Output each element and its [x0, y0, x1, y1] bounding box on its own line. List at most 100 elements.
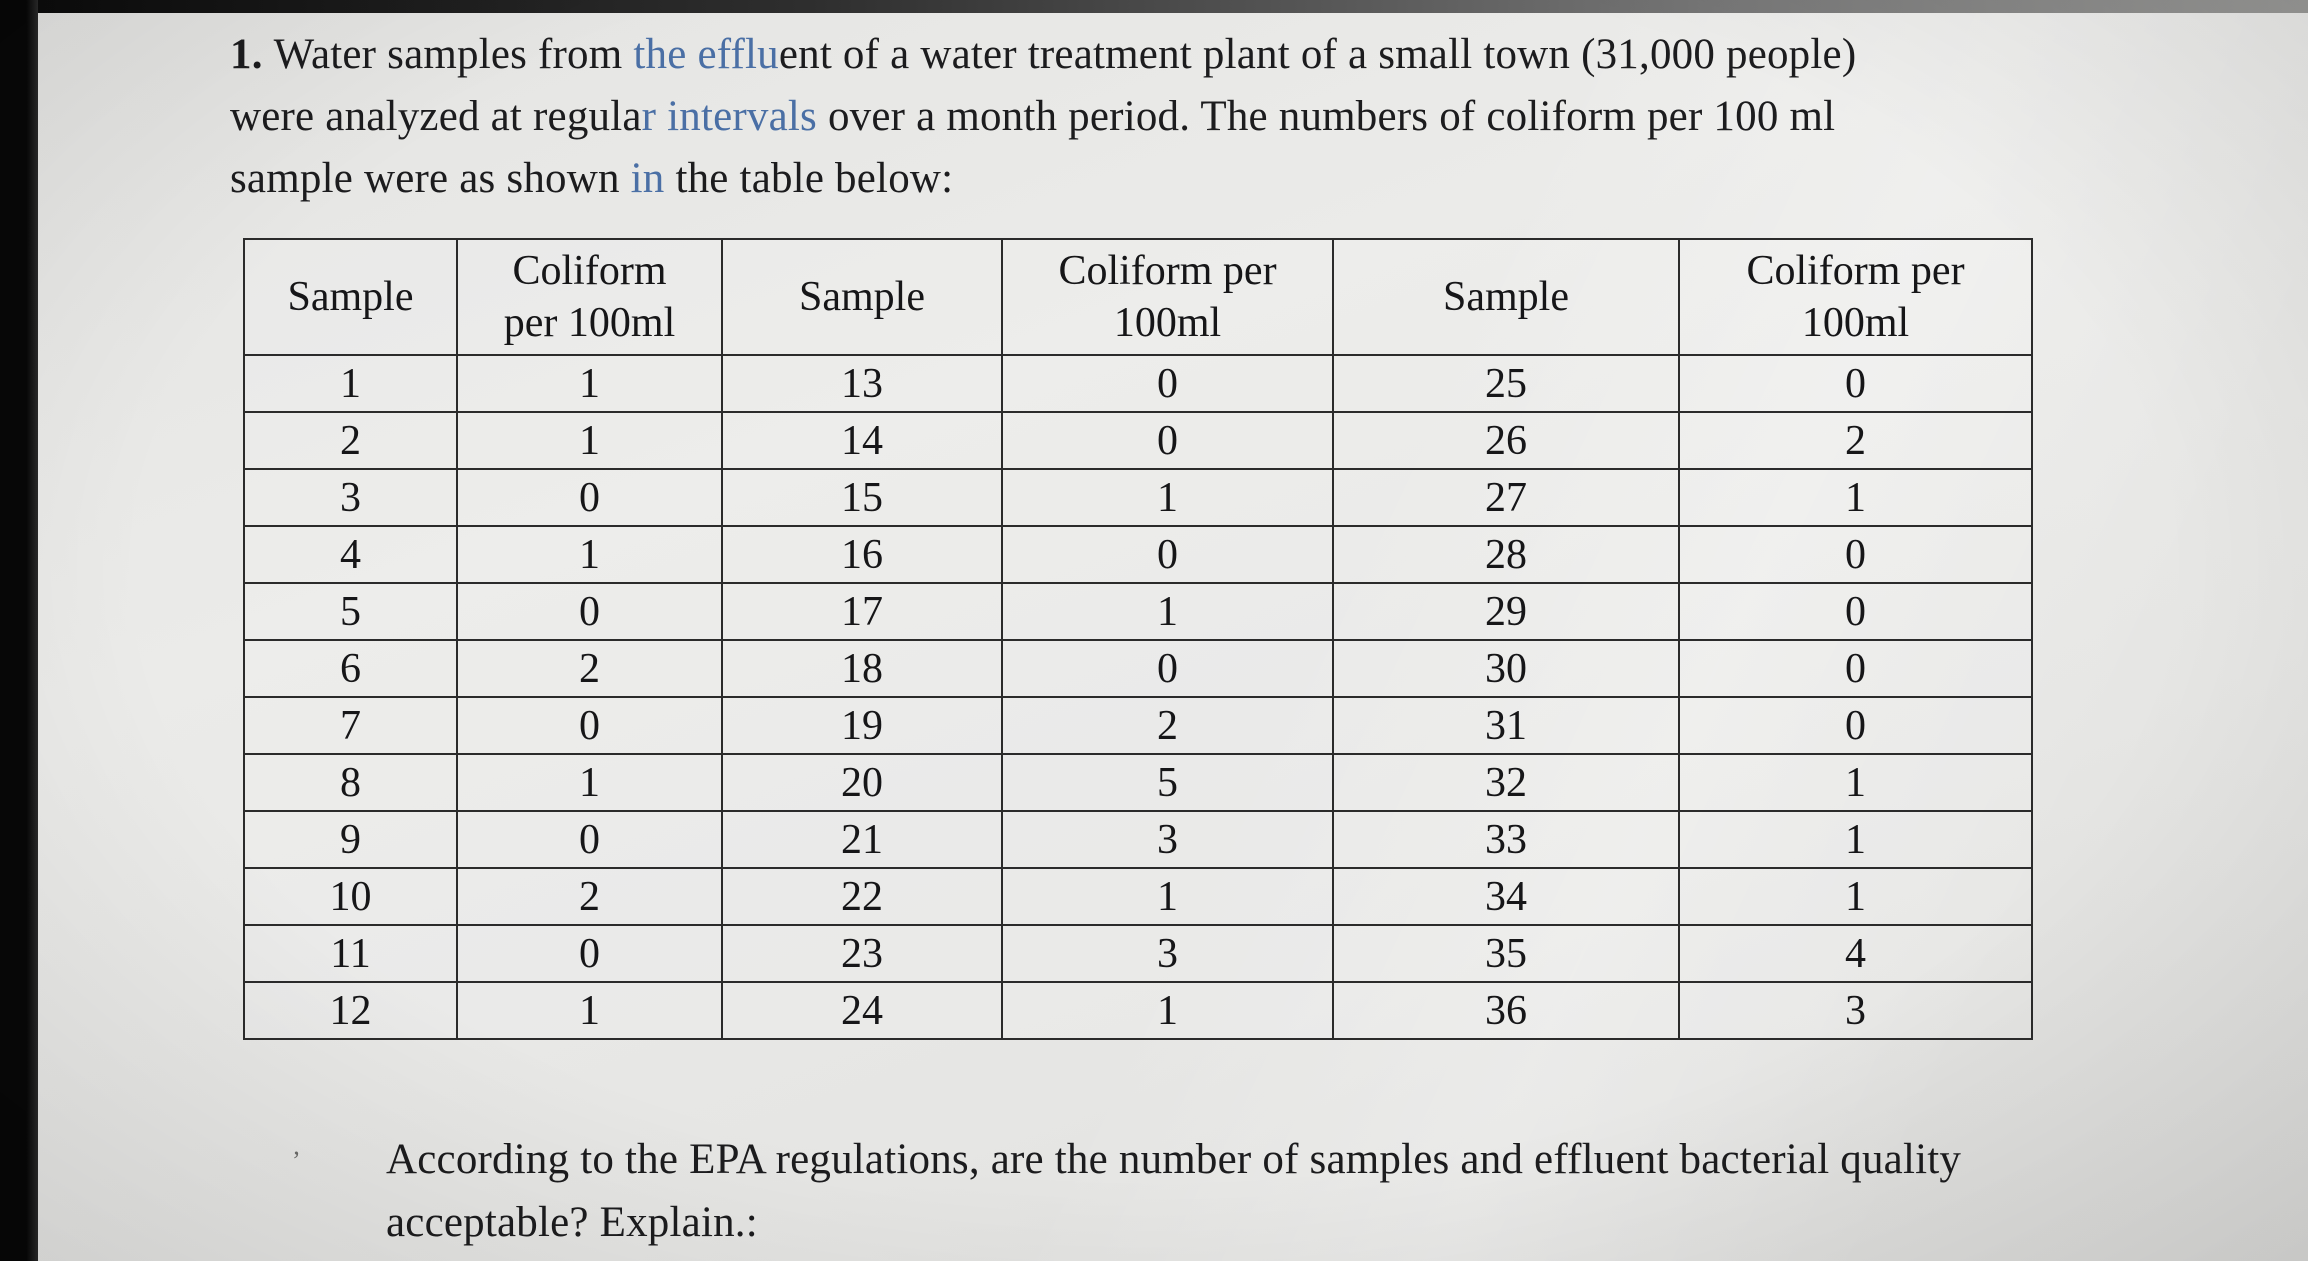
coliform-value-cell: 0	[1678, 639, 2033, 698]
sample-number-cell: 25	[1332, 354, 1680, 413]
text-segment: were analyzed at regula	[230, 93, 642, 140]
sample-number-cell: 6	[243, 639, 458, 698]
coliform-value-cell: 1	[456, 354, 723, 413]
question-text-line: sample were as shown in the table below:	[230, 148, 2248, 210]
sample-number-cell: 16	[721, 525, 1003, 584]
coliform-table-body: 1 1 13 0 25 0 2 1 14 0 26 2 3 0 15 1 27 1 4 1 16 0 28 0 5 0 17 1 29 0…	[243, 354, 2033, 1040]
sample-number-cell: 4	[243, 525, 458, 584]
question-text-line: were analyzed at regular intervals over …	[230, 86, 2248, 148]
coliform-value-cell: 1	[1678, 867, 2033, 926]
table-header-cell: Coliform per 100ml	[456, 238, 723, 356]
sample-number-cell: 14	[721, 411, 1003, 470]
coliform-value-cell: 2	[1001, 696, 1334, 755]
sample-number-cell: 29	[1332, 582, 1680, 641]
coliform-value-cell: 1	[456, 981, 723, 1040]
table-header-cell: Coliform per 100ml	[1678, 238, 2033, 356]
table-row: 5 0 17 1 29 0	[243, 582, 2033, 641]
table-row: 9 0 21 3 33 1	[243, 810, 2033, 869]
coliform-value-cell: 1	[456, 525, 723, 584]
sample-number-cell: 15	[721, 468, 1003, 527]
question-text-line: 1. Water samples from the effluent of a …	[230, 24, 2248, 86]
coliform-value-cell: 0	[456, 582, 723, 641]
question-prompt: According to the EPA regulations, are th…	[386, 1136, 1962, 1246]
coliform-value-cell: 1	[1678, 468, 2033, 527]
coliform-value-cell: 2	[456, 639, 723, 698]
text-segment: over a month period. The numbers of coli…	[817, 93, 1836, 140]
sample-number-cell: 33	[1332, 810, 1680, 869]
sample-number-cell: 30	[1332, 639, 1680, 698]
sample-number-cell: 21	[721, 810, 1003, 869]
sample-number-cell: 23	[721, 924, 1003, 983]
sample-number-cell: 12	[243, 981, 458, 1040]
sample-number-cell: 3	[243, 468, 458, 527]
coliform-value-cell: 5	[1001, 753, 1334, 812]
highlighted-text: in	[630, 155, 665, 202]
text-segment: sample were as shown	[230, 155, 631, 202]
coliform-value-cell: 0	[456, 924, 723, 983]
coliform-value-cell: 0	[1678, 696, 2033, 755]
coliform-value-cell: 2	[1678, 411, 2033, 470]
coliform-value-cell: 1	[1678, 810, 2033, 869]
sample-number-cell: 28	[1332, 525, 1680, 584]
table-header-cell: Sample	[1332, 238, 1680, 356]
sample-number-cell: 17	[721, 582, 1003, 641]
sample-number-cell: 20	[721, 753, 1003, 812]
table-row: 2 1 14 0 26 2	[243, 411, 2033, 470]
coliform-value-cell: 0	[1001, 411, 1334, 470]
sample-number-cell: 10	[243, 867, 458, 926]
coliform-value-cell: 0	[1678, 582, 2033, 641]
coliform-value-cell: 0	[456, 696, 723, 755]
table-row: 8 1 20 5 32 1	[243, 753, 2033, 812]
coliform-value-cell: 0	[1678, 525, 2033, 584]
sample-number-cell: 19	[721, 696, 1003, 755]
table-header-cell: Sample	[721, 238, 1003, 356]
question-text: 1. Water samples from the effluent of a …	[230, 24, 2248, 210]
stray-mark: ’	[292, 1146, 301, 1175]
coliform-value-cell: 0	[1001, 354, 1334, 413]
table-row: 3 0 15 1 27 1	[243, 468, 2033, 527]
coliform-value-cell: 3	[1678, 981, 2033, 1040]
coliform-value-cell: 0	[1678, 354, 2033, 413]
coliform-table: Sample Coliform per 100ml Sample Coliform p…	[243, 238, 2033, 1040]
table-row: 7 0 19 2 31 0	[243, 696, 2033, 755]
sample-number-cell: 18	[721, 639, 1003, 698]
sample-number-cell: 36	[1332, 981, 1680, 1040]
table-row: 10 2 22 1 34 1	[243, 867, 2033, 926]
coliform-value-cell: 0	[456, 468, 723, 527]
coliform-value-cell: 0	[1001, 639, 1334, 698]
sample-number-cell: 26	[1332, 411, 1680, 470]
coliform-value-cell: 1	[1678, 753, 2033, 812]
sample-number-cell: 9	[243, 810, 458, 869]
text-segment: 1.	[230, 31, 274, 78]
coliform-value-cell: 2	[456, 867, 723, 926]
table-row: 12 1 24 1 36 3	[243, 981, 2033, 1040]
coliform-value-cell: 1	[1001, 468, 1334, 527]
sample-number-cell: 11	[243, 924, 458, 983]
coliform-value-cell: 3	[1001, 924, 1334, 983]
sample-number-cell: 35	[1332, 924, 1680, 983]
coliform-value-cell: 1	[1001, 867, 1334, 926]
coliform-value-cell: 3	[1001, 810, 1334, 869]
table-row: 6 2 18 0 30 0	[243, 639, 2033, 698]
sample-number-cell: 24	[721, 981, 1003, 1040]
sample-number-cell: 31	[1332, 696, 1680, 755]
sample-number-cell: 27	[1332, 468, 1680, 527]
sample-number-cell: 22	[721, 867, 1003, 926]
sample-number-cell: 32	[1332, 753, 1680, 812]
coliform-value-cell: 1	[1001, 981, 1334, 1040]
text-segment: Water samples from	[273, 31, 634, 78]
table-header-cell: Sample	[243, 238, 458, 356]
sample-number-cell: 2	[243, 411, 458, 470]
table-row: 1 1 13 0 25 0	[243, 354, 2033, 413]
table-header-cell: Coliform per 100ml	[1001, 238, 1334, 356]
sample-number-cell: 34	[1332, 867, 1680, 926]
page-left-edge	[0, 0, 38, 1261]
highlighted-text: r intervals	[641, 93, 817, 140]
sample-number-cell: 7	[243, 696, 458, 755]
text-segment: ent of a water treatment plant of a smal…	[778, 31, 1857, 78]
sample-number-cell: 13	[721, 354, 1003, 413]
coliform-value-cell: 4	[1678, 924, 2033, 983]
text-segment: the table below:	[664, 155, 954, 202]
